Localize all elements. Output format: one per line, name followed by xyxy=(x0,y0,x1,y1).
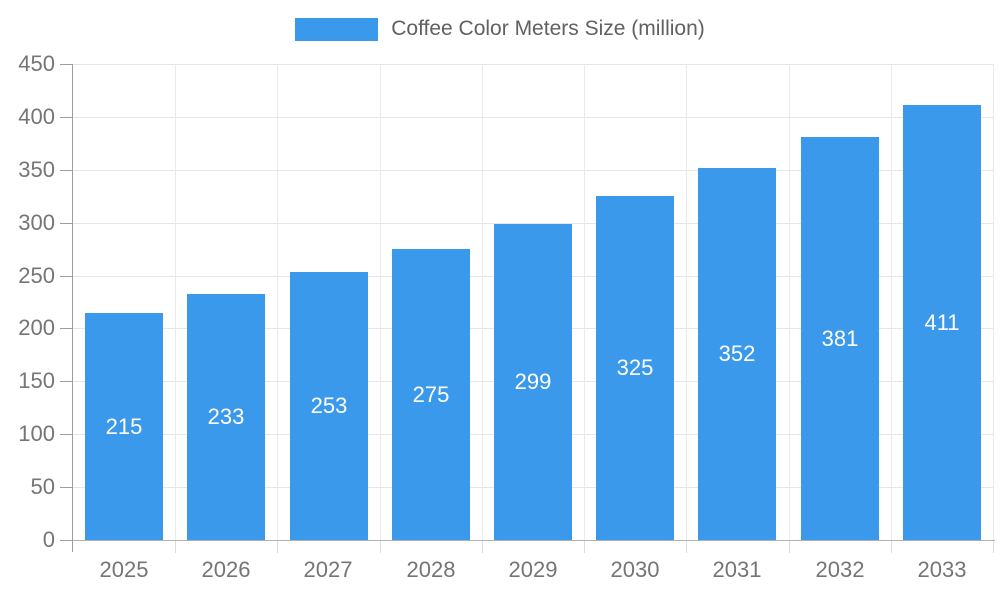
x-axis-label: 2033 xyxy=(917,557,967,582)
y-axis-tick xyxy=(60,117,73,118)
x-axis-tick xyxy=(277,541,278,553)
x-axis-label: 2031 xyxy=(712,557,762,582)
y-axis-label: 250 xyxy=(18,263,55,288)
x-axis-tick xyxy=(380,541,381,553)
x-axis-label: 2030 xyxy=(610,557,660,582)
plot-area: 215 233 253 275 299 325 352 381 411 xyxy=(73,64,994,540)
bar-2027[interactable]: 253 xyxy=(290,272,368,540)
y-axis-label: 0 xyxy=(42,527,55,552)
x-axis-tick xyxy=(789,541,790,553)
splitline-vertical xyxy=(993,64,994,540)
y-axis-tick xyxy=(60,64,73,65)
gridline-horizontal xyxy=(73,64,993,65)
y-axis-line xyxy=(72,64,73,552)
x-axis-label: 2029 xyxy=(508,557,558,582)
y-axis-label: 100 xyxy=(18,421,55,446)
splitline-vertical xyxy=(584,64,585,540)
legend[interactable]: Coffee Color Meters Size (million) xyxy=(0,17,1000,41)
x-axis-tick xyxy=(993,541,994,553)
y-axis-label: 150 xyxy=(18,368,55,393)
splitline-vertical xyxy=(380,64,381,540)
bar-value-label: 233 xyxy=(207,404,245,429)
bar-value-label: 275 xyxy=(412,381,450,407)
y-axis-tick xyxy=(60,487,73,488)
x-axis-tick xyxy=(686,541,687,553)
bar-value-label: 325 xyxy=(616,355,654,380)
bar-value-label: 299 xyxy=(514,369,552,394)
splitline-vertical xyxy=(175,64,176,540)
bar-2033[interactable]: 411 xyxy=(903,105,981,540)
splitline-vertical xyxy=(277,64,278,540)
y-axis-label: 450 xyxy=(18,51,55,76)
y-axis-tick xyxy=(60,170,73,171)
bar-value-label: 253 xyxy=(310,393,348,418)
bar-value-label: 381 xyxy=(821,325,859,351)
splitline-vertical xyxy=(482,64,483,540)
y-axis-tick xyxy=(60,276,73,277)
y-axis-tick xyxy=(60,328,73,329)
x-axis-label: 2026 xyxy=(201,557,251,582)
x-axis-label: 2032 xyxy=(815,557,865,582)
x-axis-tick xyxy=(584,541,585,553)
y-axis-tick xyxy=(60,381,73,382)
y-axis-tick xyxy=(60,540,73,541)
y-axis-label: 300 xyxy=(18,210,55,235)
x-axis-tick xyxy=(891,541,892,553)
bar-2029[interactable]: 299 xyxy=(494,224,572,540)
legend-label: Coffee Color Meters Size (million) xyxy=(391,17,705,40)
bar-value-label: 411 xyxy=(924,309,960,335)
bar-2028[interactable]: 275 xyxy=(392,249,470,540)
bar-2032[interactable]: 381 xyxy=(801,137,879,540)
x-axis-label: 2027 xyxy=(303,557,353,582)
x-axis-tick xyxy=(482,541,483,553)
y-axis-label: 50 xyxy=(30,474,55,499)
x-axis-tick xyxy=(175,541,176,553)
splitline-vertical xyxy=(686,64,687,540)
bar-2031[interactable]: 352 xyxy=(698,168,776,540)
x-axis-label: 2028 xyxy=(406,557,456,582)
y-axis-tick xyxy=(60,434,73,435)
y-axis-label: 350 xyxy=(18,157,55,182)
bar-2025[interactable]: 215 xyxy=(85,313,163,540)
splitline-vertical xyxy=(891,64,892,540)
y-axis-label: 400 xyxy=(18,104,55,129)
bar-2030[interactable]: 325 xyxy=(596,196,674,540)
gridline-horizontal xyxy=(73,117,993,118)
bar-value-label: 215 xyxy=(105,413,143,439)
bar-2026[interactable]: 233 xyxy=(187,294,265,540)
y-axis-tick xyxy=(60,223,73,224)
x-axis-line xyxy=(73,540,995,541)
x-axis-label: 2025 xyxy=(99,557,149,582)
splitline-vertical xyxy=(789,64,790,540)
legend-swatch-icon xyxy=(295,17,379,41)
gridline-horizontal xyxy=(73,223,993,224)
bar-value-label: 352 xyxy=(718,341,756,366)
gridline-horizontal xyxy=(73,170,993,171)
y-axis-label: 200 xyxy=(18,315,55,340)
